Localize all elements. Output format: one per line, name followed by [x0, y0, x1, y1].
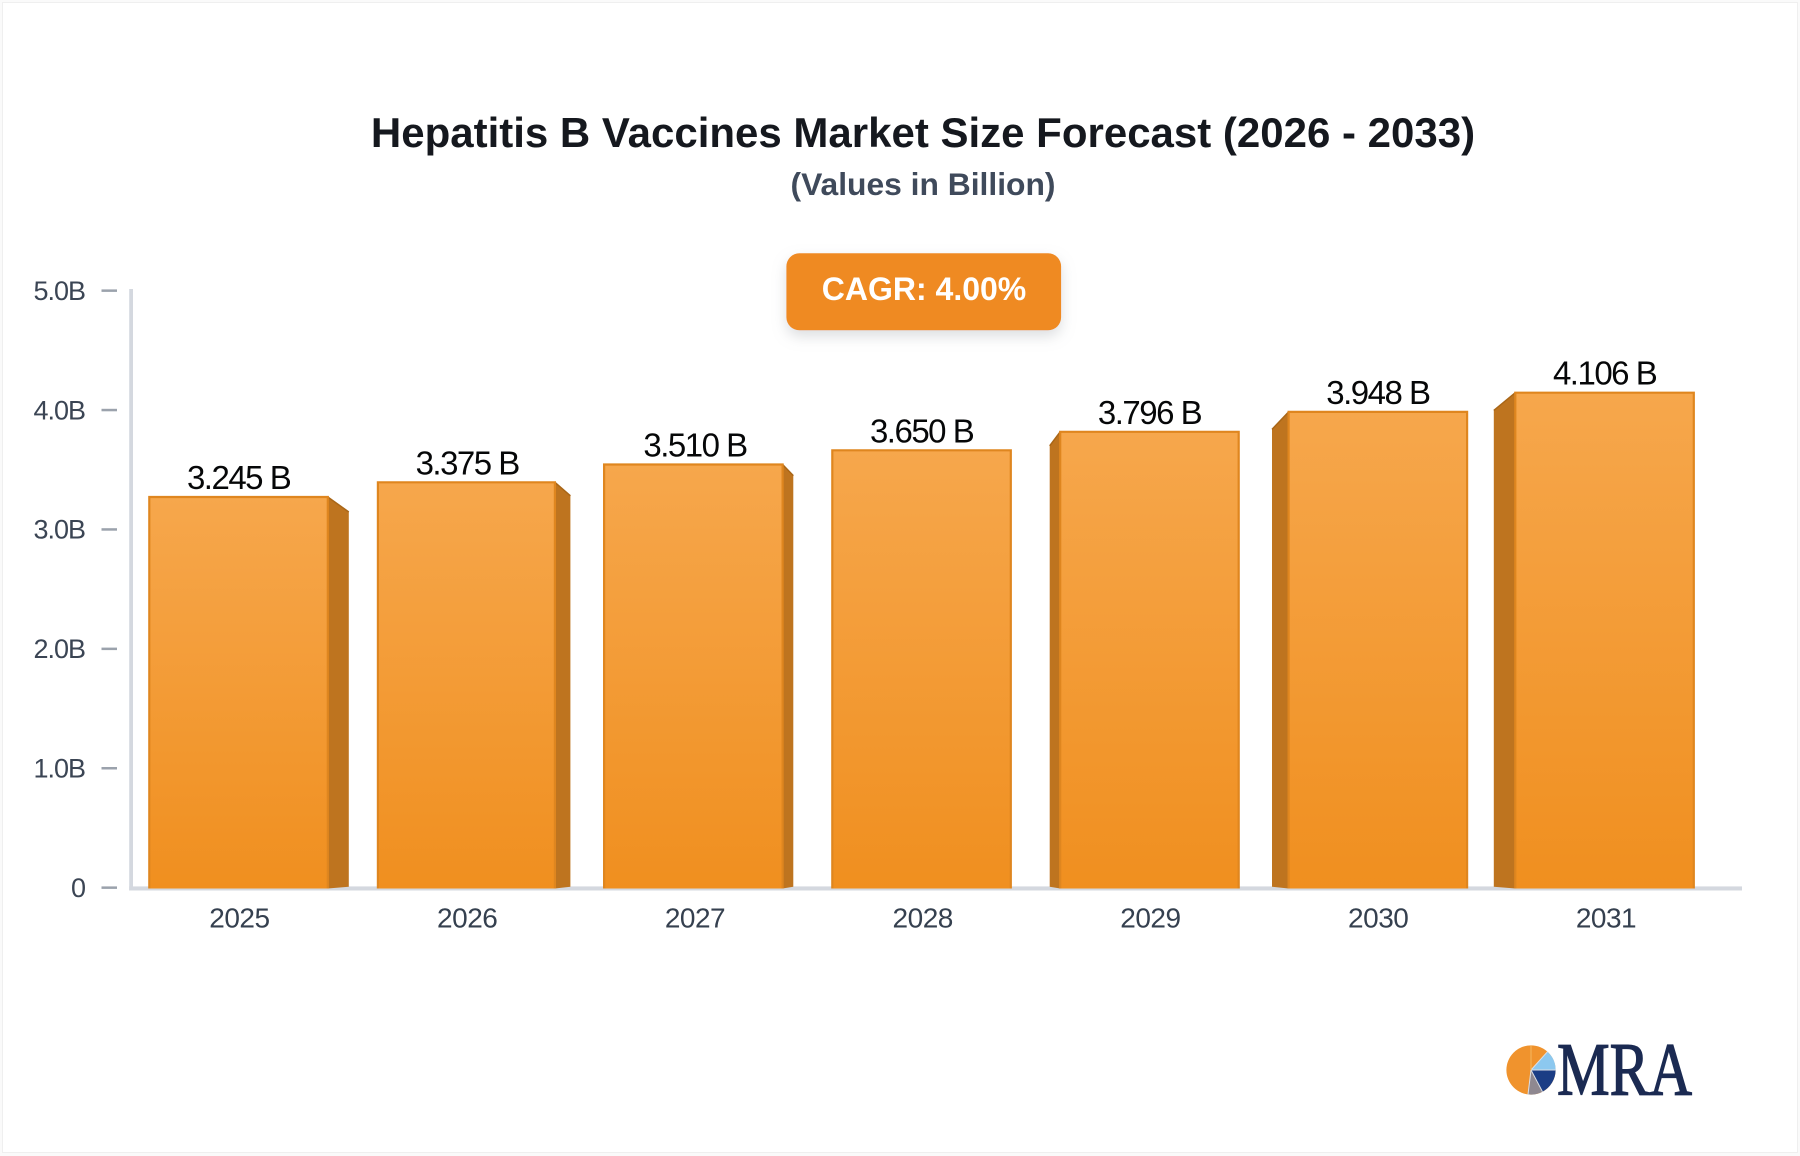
svg-text:2029: 2029 — [1120, 903, 1180, 934]
svg-text:4.106 B: 4.106 B — [1553, 355, 1657, 392]
svg-text:3.375 B: 3.375 B — [416, 444, 520, 481]
svg-text:3.245 B: 3.245 B — [187, 459, 291, 496]
svg-text:2030: 2030 — [1348, 903, 1408, 934]
svg-text:2028: 2028 — [893, 903, 953, 934]
svg-text:1.0B: 1.0B — [33, 754, 85, 784]
svg-text:2031: 2031 — [1576, 903, 1636, 934]
svg-text:Hepatitis B Vaccines Market Si: Hepatitis B Vaccines Market Size Forecas… — [371, 109, 1475, 156]
svg-text:3.796 B: 3.796 B — [1098, 394, 1202, 431]
svg-text:CAGR: 4.00%: CAGR: 4.00% — [822, 271, 1027, 307]
svg-text:3.650 B: 3.650 B — [870, 412, 974, 449]
svg-text:2026: 2026 — [437, 903, 497, 934]
svg-text:0: 0 — [71, 873, 85, 903]
svg-text:3.948 B: 3.948 B — [1326, 374, 1430, 411]
svg-text:5.0B: 5.0B — [33, 276, 85, 306]
svg-text:3.0B: 3.0B — [33, 515, 85, 545]
svg-text:4.0B: 4.0B — [33, 395, 85, 425]
svg-text:2027: 2027 — [665, 903, 725, 934]
svg-text:(Values in Billion): (Values in Billion) — [790, 166, 1055, 202]
svg-text:2.0B: 2.0B — [33, 634, 85, 664]
svg-text:2025: 2025 — [209, 903, 269, 934]
svg-text:3.510 B: 3.510 B — [643, 427, 747, 464]
svg-text:MRA: MRA — [1557, 1029, 1692, 1112]
